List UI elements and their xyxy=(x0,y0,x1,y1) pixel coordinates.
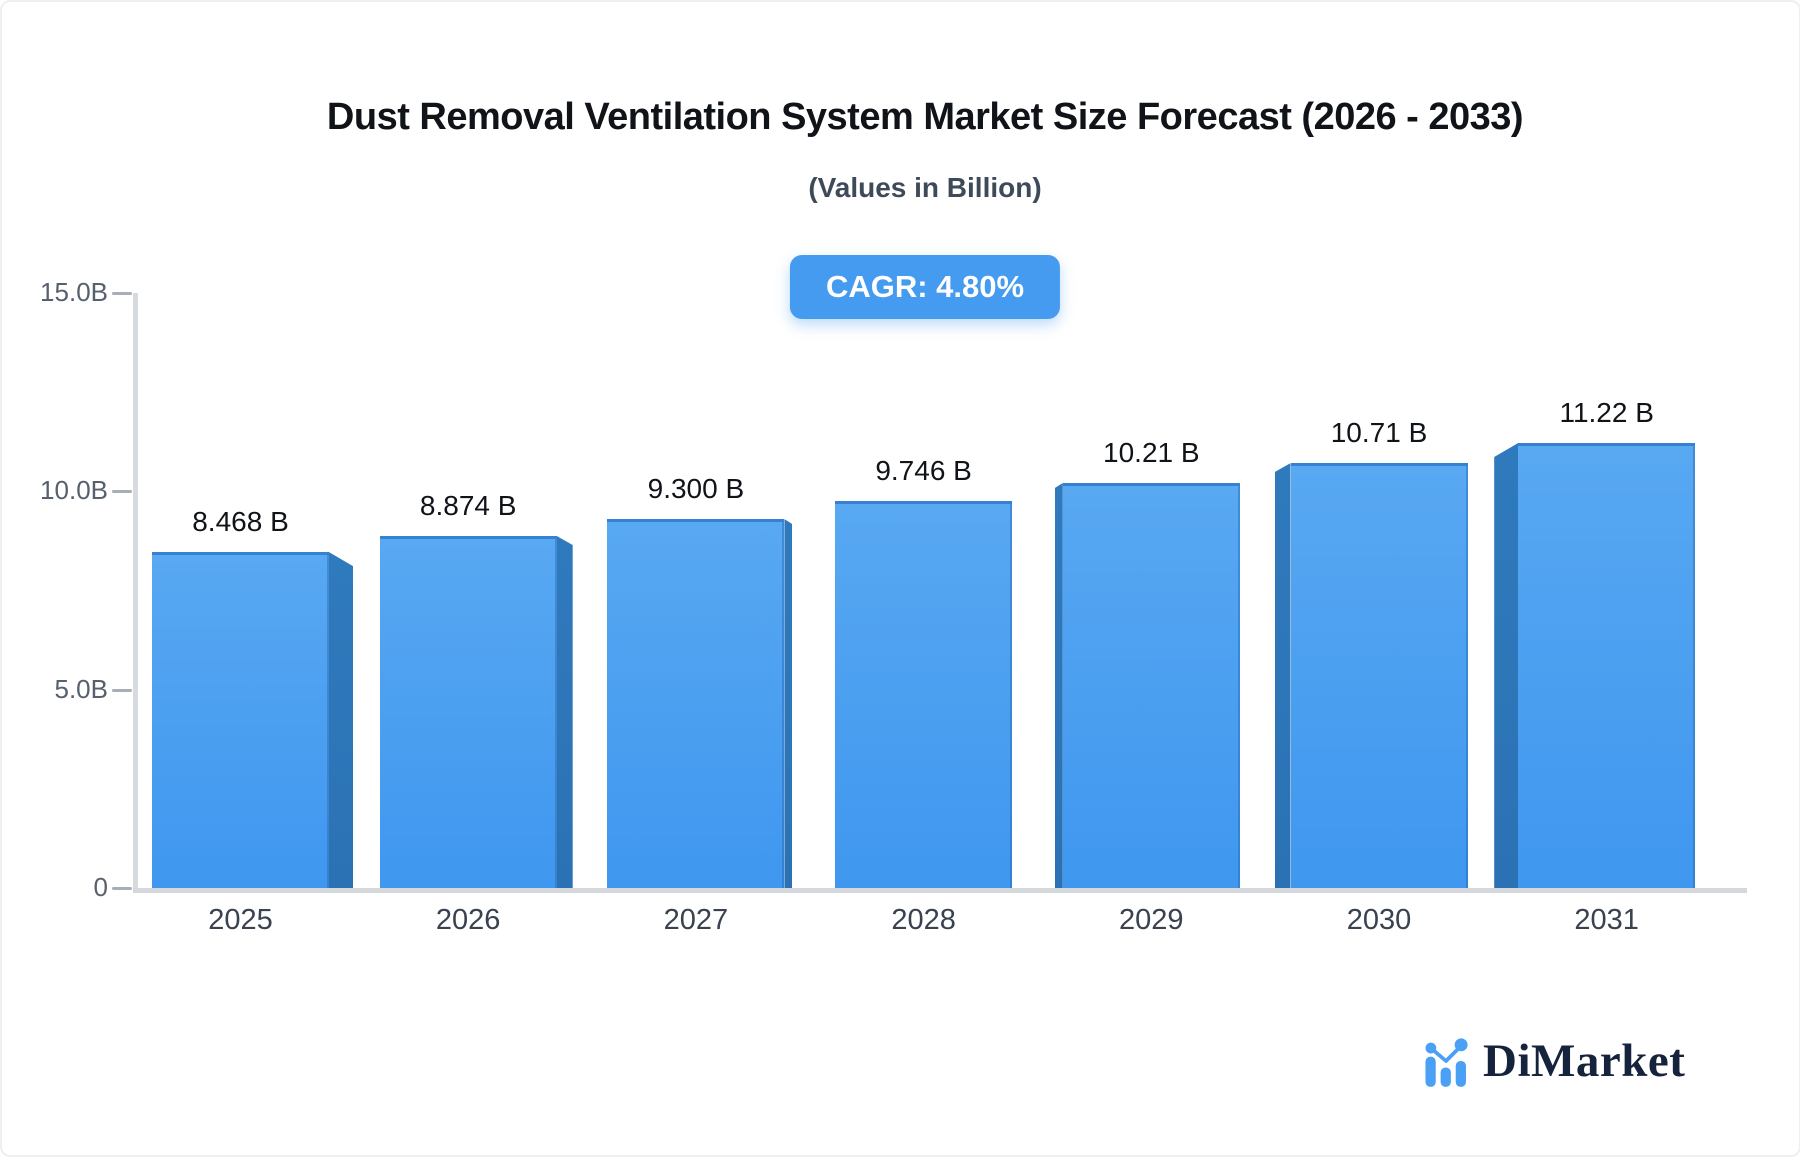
bar-side-face xyxy=(329,552,353,888)
bar-side-face xyxy=(1054,483,1063,888)
x-axis-line xyxy=(133,888,1747,893)
y-axis-tick-dash xyxy=(112,490,132,494)
bar-value-label: 8.468 B xyxy=(192,506,289,538)
bar xyxy=(1518,442,1696,888)
y-axis-tick-label: 0 xyxy=(93,872,108,902)
x-axis-label: 2031 xyxy=(1574,904,1639,936)
bar-side-face xyxy=(556,535,573,888)
brand-logo-icon xyxy=(1425,1038,1468,1087)
bar xyxy=(152,552,329,888)
y-axis-tick-dash xyxy=(112,887,132,890)
x-axis-label: 2028 xyxy=(891,904,956,936)
bar-value-label: 10.21 B xyxy=(1103,437,1200,468)
brand-logo: DiMarket xyxy=(1423,1034,1685,1088)
y-axis-tick-label: 5.0B xyxy=(54,673,109,704)
bar-value-label: 10.71 B xyxy=(1330,417,1428,449)
x-axis-label: 2027 xyxy=(663,904,729,936)
x-axis-label: 2030 xyxy=(1346,904,1412,936)
bar-side-face xyxy=(1494,442,1519,888)
bar xyxy=(379,535,557,888)
bar-value-label: 8.874 B xyxy=(419,489,517,521)
x-axis-label: 2025 xyxy=(208,904,273,936)
bar xyxy=(835,501,1013,888)
brand-logo-text: DiMarket xyxy=(1483,1035,1686,1087)
bar xyxy=(1290,463,1468,888)
y-axis-line xyxy=(133,293,138,888)
bar xyxy=(607,519,785,888)
y-axis-tick-dash xyxy=(112,688,132,692)
bar xyxy=(1062,483,1240,888)
bar-value-label: 9.300 B xyxy=(647,473,745,505)
y-axis-tick-dash xyxy=(112,292,132,295)
x-axis-label: 2029 xyxy=(1119,904,1184,936)
bar-side-face xyxy=(784,519,793,888)
bar-value-label: 9.746 B xyxy=(875,455,972,487)
y-axis-tick-label: 10.0B xyxy=(40,475,108,506)
x-axis-label: 2026 xyxy=(435,904,501,936)
y-axis-tick-label: 15.0B xyxy=(40,277,108,307)
bar-side-face xyxy=(1274,463,1291,888)
bar-value-label: 11.22 B xyxy=(1559,396,1654,428)
